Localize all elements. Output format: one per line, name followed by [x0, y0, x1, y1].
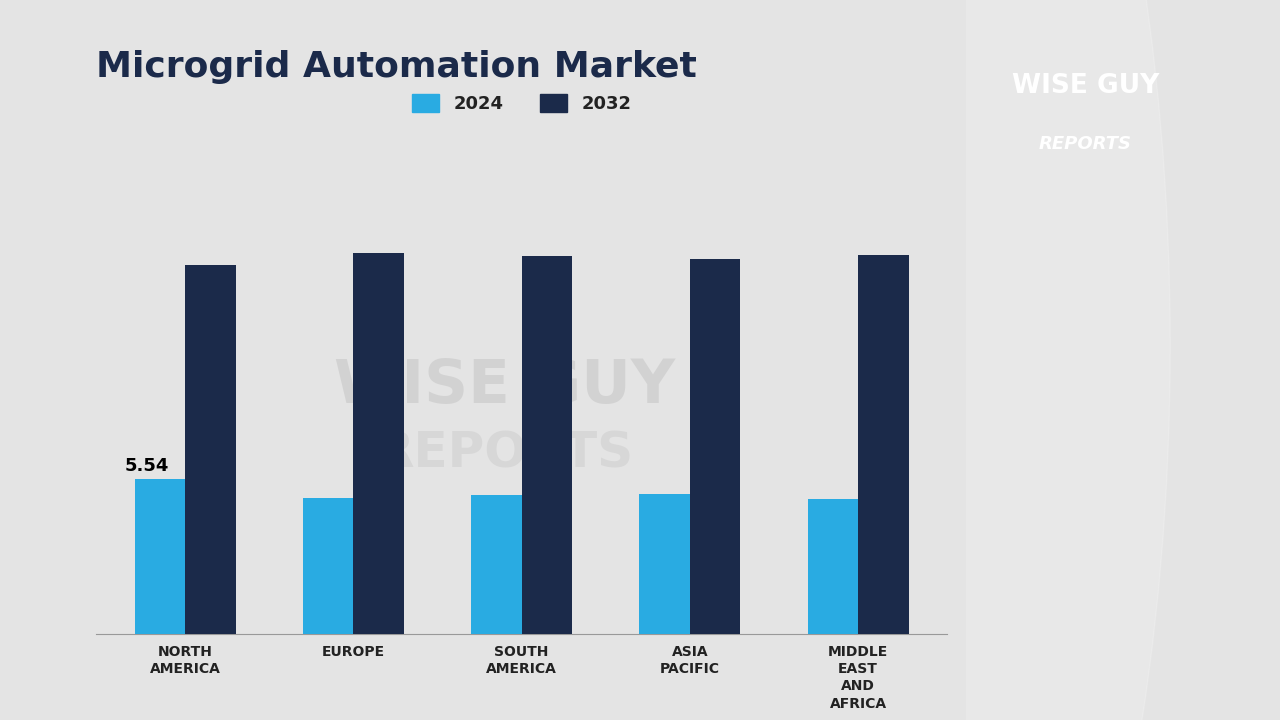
- Bar: [639, 494, 690, 634]
- Bar: [858, 255, 909, 634]
- Text: REPORTS: REPORTS: [375, 429, 634, 477]
- Text: 5.54: 5.54: [124, 456, 169, 474]
- Bar: [522, 256, 572, 634]
- Text: REPORTS: REPORTS: [1039, 135, 1132, 153]
- Bar: [134, 479, 186, 634]
- Bar: [353, 253, 404, 634]
- Bar: [303, 498, 353, 634]
- Text: Microgrid Automation Market: Microgrid Automation Market: [96, 50, 696, 84]
- Legend: 2024, 2032: 2024, 2032: [404, 86, 639, 120]
- Bar: [186, 265, 236, 634]
- Bar: [471, 495, 522, 634]
- Text: WISE GUY: WISE GUY: [1012, 73, 1160, 99]
- Circle shape: [198, 0, 1170, 720]
- Bar: [690, 259, 740, 634]
- Text: WISE GUY: WISE GUY: [334, 357, 675, 416]
- Bar: [808, 500, 858, 634]
